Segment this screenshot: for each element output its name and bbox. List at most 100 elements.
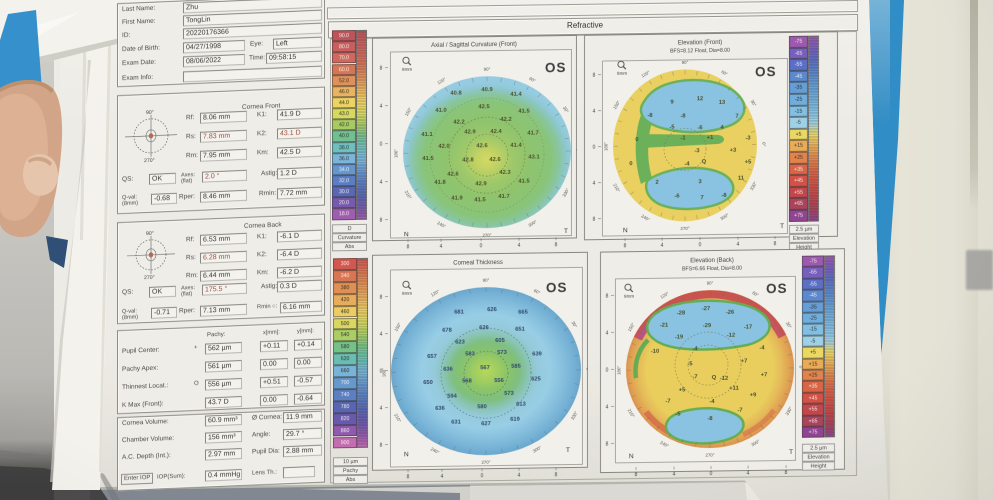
svg-text:40.8: 40.8	[450, 91, 462, 97]
svg-text:N: N	[629, 453, 634, 460]
svg-text:11: 11	[738, 176, 745, 182]
svg-text:42.4: 42.4	[490, 129, 502, 135]
svg-text:40.9: 40.9	[481, 87, 493, 93]
svg-text:90°: 90°	[146, 110, 154, 116]
svg-text:0°: 0°	[576, 149, 577, 154]
svg-text:BFS=8.12 Float, Dia=8.00: BFS=8.12 Float, Dia=8.00	[670, 48, 730, 55]
svg-text:0: 0	[710, 471, 713, 477]
svg-text:N: N	[404, 231, 409, 238]
svg-text:4: 4	[593, 109, 596, 115]
svg-text:330°: 330°	[784, 406, 793, 417]
svg-text:90°: 90°	[146, 231, 154, 237]
svg-text:4: 4	[518, 243, 521, 249]
svg-text:330°: 330°	[749, 181, 758, 192]
svg-text:613: 613	[516, 402, 526, 408]
svg-text:300°: 300°	[527, 219, 538, 228]
svg-text:270°: 270°	[482, 233, 491, 238]
svg-text:4: 4	[747, 471, 750, 477]
svg-text:43.1: 43.1	[528, 154, 540, 160]
svg-text:240°: 240°	[659, 440, 670, 449]
svg-text:150°: 150°	[404, 106, 413, 117]
svg-text:-4: -4	[759, 345, 765, 351]
svg-text:41.1: 41.1	[421, 132, 433, 138]
svg-text:9mm: 9mm	[617, 71, 627, 76]
svg-text:-7: -7	[737, 408, 742, 414]
svg-text:-19: -19	[675, 334, 684, 340]
svg-text:585: 585	[511, 364, 521, 370]
svg-text:41.5: 41.5	[518, 109, 530, 115]
svg-text:-8: -8	[721, 193, 727, 199]
svg-text:623: 623	[455, 339, 465, 345]
svg-text:0: 0	[481, 473, 484, 479]
svg-text:4: 4	[606, 330, 609, 336]
svg-text:0: 0	[629, 161, 632, 167]
svg-text:0°: 0°	[799, 366, 804, 371]
svg-text:N: N	[623, 227, 628, 234]
svg-text:270°: 270°	[705, 453, 714, 458]
svg-text:8: 8	[380, 443, 383, 449]
svg-text:41.7: 41.7	[498, 194, 509, 200]
svg-text:-4: -4	[709, 399, 715, 405]
svg-text:-3: -3	[745, 135, 751, 141]
svg-text:13: 13	[719, 100, 726, 106]
svg-text:210°: 210°	[404, 190, 413, 201]
svg-text:-5: -5	[669, 125, 675, 131]
svg-text:270°: 270°	[481, 460, 490, 465]
svg-text:8: 8	[593, 73, 596, 79]
svg-text:4: 4	[737, 242, 740, 248]
svg-text:-5: -5	[687, 361, 693, 367]
svg-text:120°: 120°	[640, 69, 651, 78]
svg-text:626: 626	[487, 307, 497, 313]
svg-text:-8: -8	[647, 113, 653, 119]
svg-text:4: 4	[673, 472, 676, 478]
svg-text:300°: 300°	[532, 445, 543, 454]
svg-text:41.7: 41.7	[527, 130, 538, 136]
svg-text:7: 7	[700, 195, 703, 201]
svg-text:9mm: 9mm	[624, 294, 634, 299]
svg-text:4: 4	[518, 473, 521, 479]
svg-text:T: T	[564, 228, 568, 235]
svg-text:4: 4	[441, 474, 444, 480]
svg-text:BFS=6.66 Float, Dia=8.00: BFS=6.66 Float, Dia=8.00	[682, 266, 742, 273]
svg-text:180°: 180°	[604, 142, 609, 151]
svg-text:627: 627	[481, 421, 491, 427]
svg-text:T: T	[566, 447, 570, 454]
svg-text:+1: +1	[707, 135, 714, 141]
svg-text:+5: +5	[745, 159, 752, 165]
svg-text:580: 580	[477, 404, 487, 410]
svg-text:636: 636	[443, 367, 453, 373]
svg-text:Axial / Sagittal Curvature (Fr: Axial / Sagittal Curvature (Front)	[431, 42, 517, 49]
svg-text:4: 4	[380, 104, 383, 110]
svg-text:-8: -8	[680, 113, 686, 119]
svg-text:8: 8	[785, 470, 788, 476]
svg-text:0: 0	[699, 242, 702, 248]
svg-text:0: 0	[593, 145, 596, 151]
svg-text:0: 0	[380, 142, 383, 148]
svg-text:-4: -4	[692, 346, 698, 352]
svg-text:41.8: 41.8	[434, 180, 446, 186]
svg-text:567: 567	[480, 365, 490, 371]
svg-text:300°: 300°	[719, 212, 730, 221]
svg-text:-4: -4	[684, 161, 690, 167]
svg-text:4: 4	[440, 244, 443, 250]
svg-text:657: 657	[427, 354, 437, 360]
svg-text:0: 0	[606, 367, 609, 373]
svg-text:4: 4	[380, 406, 383, 412]
svg-text:594: 594	[447, 394, 457, 400]
svg-text:90°: 90°	[483, 278, 490, 283]
svg-text:210°: 210°	[612, 183, 621, 194]
svg-text:30°: 30°	[570, 320, 578, 328]
svg-text:8: 8	[606, 293, 609, 299]
svg-text:556: 556	[494, 378, 504, 384]
svg-text:7: 7	[735, 114, 738, 120]
svg-text:-29: -29	[703, 323, 712, 329]
svg-text:-1: -1	[680, 135, 686, 141]
svg-text:240°: 240°	[430, 446, 441, 455]
svg-text:619: 619	[510, 417, 520, 423]
svg-text:-17: -17	[744, 324, 752, 330]
svg-text:+9: +9	[750, 392, 757, 398]
svg-text:0: 0	[380, 369, 383, 375]
svg-text:8: 8	[593, 217, 596, 223]
svg-text:573: 573	[497, 350, 507, 356]
svg-text:330°: 330°	[561, 187, 570, 198]
